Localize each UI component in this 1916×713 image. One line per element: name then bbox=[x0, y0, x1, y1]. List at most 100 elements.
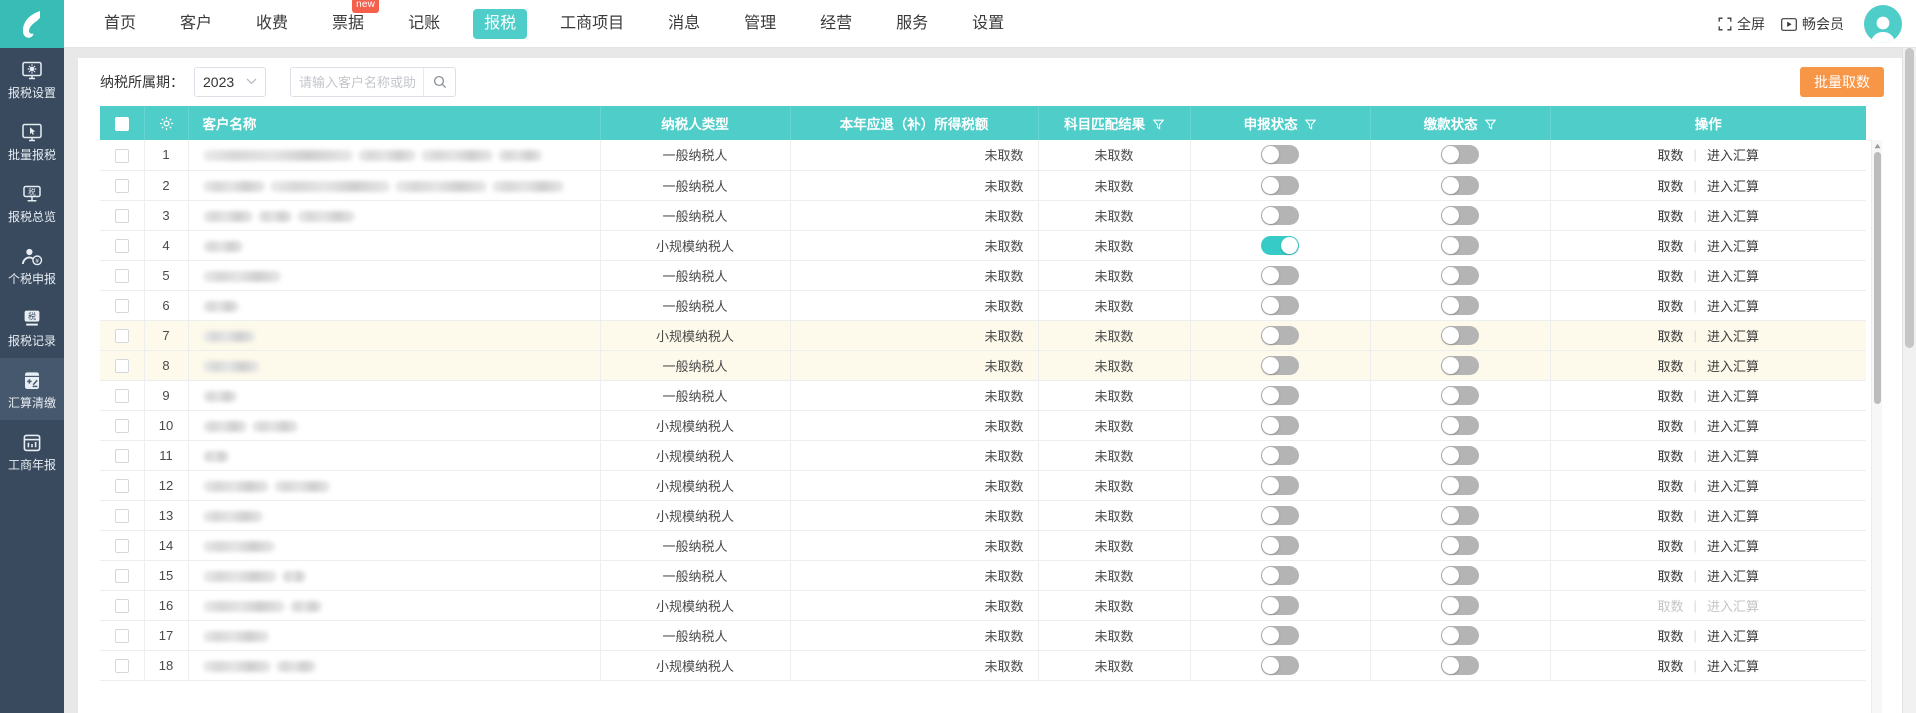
row-checkbox[interactable] bbox=[114, 268, 129, 283]
payment-status-cell[interactable] bbox=[1370, 380, 1551, 411]
row-checkbox[interactable] bbox=[114, 178, 129, 193]
search-input[interactable] bbox=[291, 68, 423, 96]
table-row[interactable]: 18 小规模纳税人 未取数 未取数 取数 | 进入汇算 bbox=[100, 650, 1866, 681]
row-checkbox[interactable] bbox=[114, 508, 129, 523]
declare-status-cell[interactable] bbox=[1190, 590, 1371, 621]
nav-item-8[interactable]: 管理 bbox=[733, 9, 787, 39]
th-payment-status[interactable]: 缴款状态 bbox=[1370, 106, 1551, 140]
page-scrollbar[interactable] bbox=[1902, 48, 1916, 713]
payment-status-toggle[interactable] bbox=[1441, 595, 1479, 615]
declare-status-toggle[interactable] bbox=[1261, 175, 1299, 195]
declare-status-cell[interactable] bbox=[1190, 350, 1371, 381]
table-row[interactable]: 6 一般纳税人 未取数 未取数 取数 | 进入汇算 bbox=[100, 290, 1866, 321]
row-checkbox-cell[interactable] bbox=[100, 320, 145, 351]
nav-item-9[interactable]: 经营 bbox=[809, 9, 863, 39]
th-amount[interactable]: 本年应退（补）所得税额 bbox=[790, 106, 1039, 140]
enter-settlement-link[interactable]: 进入汇算 bbox=[1706, 298, 1759, 314]
fetch-data-link[interactable]: 取数 bbox=[1657, 418, 1684, 434]
fetch-data-link[interactable]: 取数 bbox=[1657, 358, 1684, 374]
row-checkbox-cell[interactable] bbox=[100, 140, 145, 171]
sidebar-item-gongshangnianbao[interactable]: 工商年报 bbox=[0, 420, 64, 482]
table-row[interactable]: 15 一般纳税人 未取数 未取数 取数 | 进入汇算 bbox=[100, 560, 1866, 591]
sidebar-item-piliangbaoshui[interactable]: 批量报税 bbox=[0, 110, 64, 172]
th-declare-status[interactable]: 申报状态 bbox=[1190, 106, 1371, 140]
select-all-checkbox[interactable] bbox=[114, 116, 129, 131]
table-row[interactable]: 12 小规模纳税人 未取数 未取数 取数 | 进入汇算 bbox=[100, 470, 1866, 501]
payment-status-cell[interactable] bbox=[1370, 290, 1551, 321]
declare-status-cell[interactable] bbox=[1190, 170, 1371, 201]
payment-status-cell[interactable] bbox=[1370, 470, 1551, 501]
row-checkbox-cell[interactable] bbox=[100, 260, 145, 291]
row-checkbox[interactable] bbox=[114, 448, 129, 463]
sidebar-item-baoshuizonglan[interactable]: 税 报税总览 bbox=[0, 172, 64, 234]
declare-status-cell[interactable] bbox=[1190, 620, 1371, 651]
payment-status-cell[interactable] bbox=[1370, 410, 1551, 441]
declare-status-toggle[interactable] bbox=[1261, 535, 1299, 555]
payment-status-toggle[interactable] bbox=[1441, 505, 1479, 525]
payment-status-toggle[interactable] bbox=[1441, 625, 1479, 645]
customer-name-cell[interactable] bbox=[188, 530, 601, 561]
declare-status-cell[interactable] bbox=[1190, 200, 1371, 231]
fetch-data-link[interactable]: 取数 bbox=[1657, 268, 1684, 284]
th-customer-name[interactable]: 客户名称 bbox=[188, 106, 601, 140]
th-match-result[interactable]: 科目匹配结果 bbox=[1038, 106, 1191, 140]
row-checkbox-cell[interactable] bbox=[100, 230, 145, 261]
fetch-data-link[interactable]: 取数 bbox=[1657, 238, 1684, 254]
customer-name-cell[interactable] bbox=[188, 230, 601, 261]
gear-icon[interactable] bbox=[159, 116, 174, 131]
declare-status-cell[interactable] bbox=[1190, 530, 1371, 561]
nav-item-0[interactable]: 首页 bbox=[93, 9, 147, 39]
enter-settlement-link[interactable]: 进入汇算 bbox=[1706, 538, 1759, 554]
fetch-data-link[interactable]: 取数 bbox=[1657, 508, 1684, 524]
declare-status-toggle[interactable] bbox=[1261, 655, 1299, 675]
customer-name-cell[interactable] bbox=[188, 560, 601, 591]
row-checkbox[interactable] bbox=[114, 628, 129, 643]
declare-status-cell[interactable] bbox=[1190, 140, 1371, 171]
payment-status-toggle[interactable] bbox=[1441, 655, 1479, 675]
payment-status-cell[interactable] bbox=[1370, 200, 1551, 231]
row-checkbox[interactable] bbox=[114, 478, 129, 493]
customer-name-cell[interactable] bbox=[188, 650, 601, 681]
enter-settlement-link[interactable]: 进入汇算 bbox=[1706, 358, 1759, 374]
row-checkbox[interactable] bbox=[114, 388, 129, 403]
declare-status-cell[interactable] bbox=[1190, 500, 1371, 531]
payment-status-toggle[interactable] bbox=[1441, 235, 1479, 255]
payment-status-toggle[interactable] bbox=[1441, 265, 1479, 285]
payment-status-toggle[interactable] bbox=[1441, 535, 1479, 555]
customer-name-cell[interactable] bbox=[188, 170, 601, 201]
batch-fetch-button[interactable]: 批量取数 bbox=[1800, 67, 1884, 97]
payment-status-toggle[interactable] bbox=[1441, 475, 1479, 495]
payment-status-cell[interactable] bbox=[1370, 170, 1551, 201]
customer-name-cell[interactable] bbox=[188, 320, 601, 351]
declare-status-toggle[interactable] bbox=[1261, 505, 1299, 525]
customer-name-cell[interactable] bbox=[188, 500, 601, 531]
table-row[interactable]: 2 一般纳税人 未取数 未取数 取数 | 进入汇算 bbox=[100, 170, 1866, 201]
row-checkbox-cell[interactable] bbox=[100, 500, 145, 531]
row-checkbox-cell[interactable] bbox=[100, 200, 145, 231]
row-checkbox-cell[interactable] bbox=[100, 290, 145, 321]
enter-settlement-link[interactable]: 进入汇算 bbox=[1706, 238, 1759, 254]
enter-settlement-link[interactable]: 进入汇算 bbox=[1706, 478, 1759, 494]
filter-icon[interactable] bbox=[1305, 118, 1317, 133]
declare-status-toggle[interactable] bbox=[1261, 145, 1299, 165]
customer-name-cell[interactable] bbox=[188, 260, 601, 291]
enter-settlement-link[interactable]: 进入汇算 bbox=[1706, 328, 1759, 344]
row-checkbox-cell[interactable] bbox=[100, 590, 145, 621]
row-checkbox[interactable] bbox=[114, 208, 129, 223]
payment-status-toggle[interactable] bbox=[1441, 565, 1479, 585]
declare-status-cell[interactable] bbox=[1190, 650, 1371, 681]
declare-status-toggle[interactable] bbox=[1261, 385, 1299, 405]
enter-settlement-link[interactable]: 进入汇算 bbox=[1706, 628, 1759, 644]
row-checkbox-cell[interactable] bbox=[100, 560, 145, 591]
row-checkbox[interactable] bbox=[114, 358, 129, 373]
row-checkbox-cell[interactable] bbox=[100, 470, 145, 501]
customer-name-cell[interactable] bbox=[188, 350, 601, 381]
nav-item-5-active[interactable]: 报税 bbox=[473, 9, 528, 39]
enter-settlement-link[interactable]: 进入汇算 bbox=[1706, 268, 1759, 284]
customer-name-cell[interactable] bbox=[188, 290, 601, 321]
enter-settlement-link[interactable]: 进入汇算 bbox=[1706, 178, 1759, 194]
table-row[interactable]: 17 一般纳税人 未取数 未取数 取数 | 进入汇算 bbox=[100, 620, 1866, 651]
nav-item-11[interactable]: 设置 bbox=[961, 9, 1015, 39]
row-checkbox-cell[interactable] bbox=[100, 440, 145, 471]
row-checkbox[interactable] bbox=[114, 328, 129, 343]
